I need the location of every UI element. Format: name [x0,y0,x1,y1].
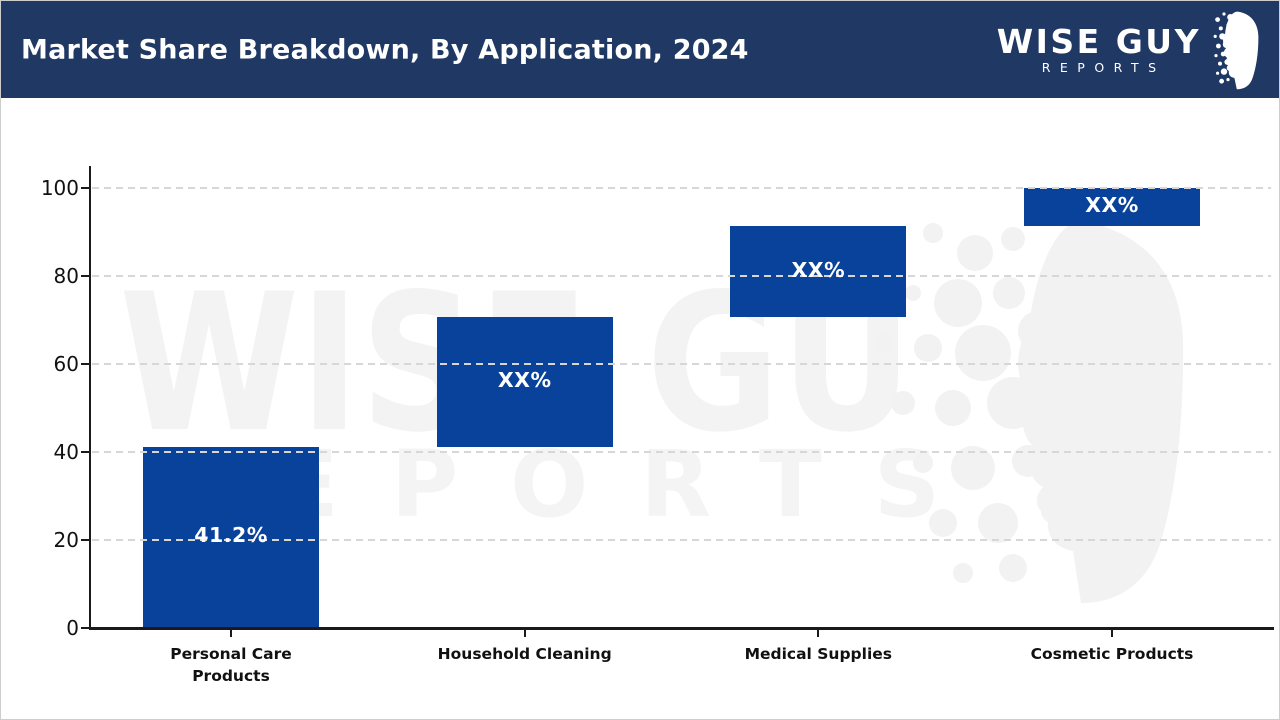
gridline-80 [92,275,1271,277]
y-tick-0 [81,627,89,629]
face-profile-logo-icon [1213,11,1259,90]
y-tick-20 [81,539,89,541]
x-tick-household-cleaning [523,629,526,637]
gridline-20 [92,539,1271,541]
market-share-chart: 0 20 40 60 80 100 41.2% Personal Care Products X… [1,98,1279,719]
y-tick-label-40: 40 [53,440,79,464]
x-tick-cosmetic-products [1111,629,1113,637]
y-tick-80 [81,275,89,277]
y-tick-label-0: 0 [66,616,79,640]
gridline-40 [92,451,1271,453]
wise-guy-reports-logo: WISE GUY REPORTS [997,7,1267,93]
bar-personal-care-products [143,446,319,628]
bar-value-cosmetic-products: XX% [1085,193,1139,218]
x-tick-label-household-cleaning: Household Cleaning [437,645,612,663]
x-tick-personal-care-products [230,629,232,637]
y-tick-label-100: 100 [40,176,79,200]
page-title: Market Share Breakdown, By Application, … [21,34,749,65]
x-tick-label-medical-supplies: Medical Supplies [744,645,893,663]
bar-value-personal-care-products: 41.2% [194,523,268,548]
gridline-100 [92,187,1271,189]
logo-wordmark: WISE GUY REPORTS [996,21,1201,76]
y-tick-label-20: 20 [53,528,79,552]
bar-value-medical-supplies: XX% [791,257,846,282]
x-tick-label-personal-care-products: Personal Care Products [170,645,292,685]
y-tick-100 [81,187,89,189]
x-tick-medical-supplies [817,629,820,637]
logo-wordmark-line1: WISE GUY [996,21,1201,61]
y-axis-line [88,166,91,629]
logo-wordmark-line2: REPORTS [1041,60,1166,76]
bar-cosmetic-products [1024,188,1200,227]
bar-value-household-cleaning: XX% [497,368,552,393]
y-tick-60 [81,363,89,365]
y-tick-40 [81,451,89,453]
gridline-60 [92,363,1271,365]
x-axis-line [88,627,1274,630]
bar-medical-supplies [730,226,907,318]
y-tick-label-80: 80 [53,264,79,288]
y-tick-label-60: 60 [53,352,79,376]
bar-household-cleaning [436,317,613,447]
header-bar: Market Share Breakdown, By Application, … [1,1,1279,98]
x-tick-label-cosmetic-products: Cosmetic Products [1030,645,1194,663]
